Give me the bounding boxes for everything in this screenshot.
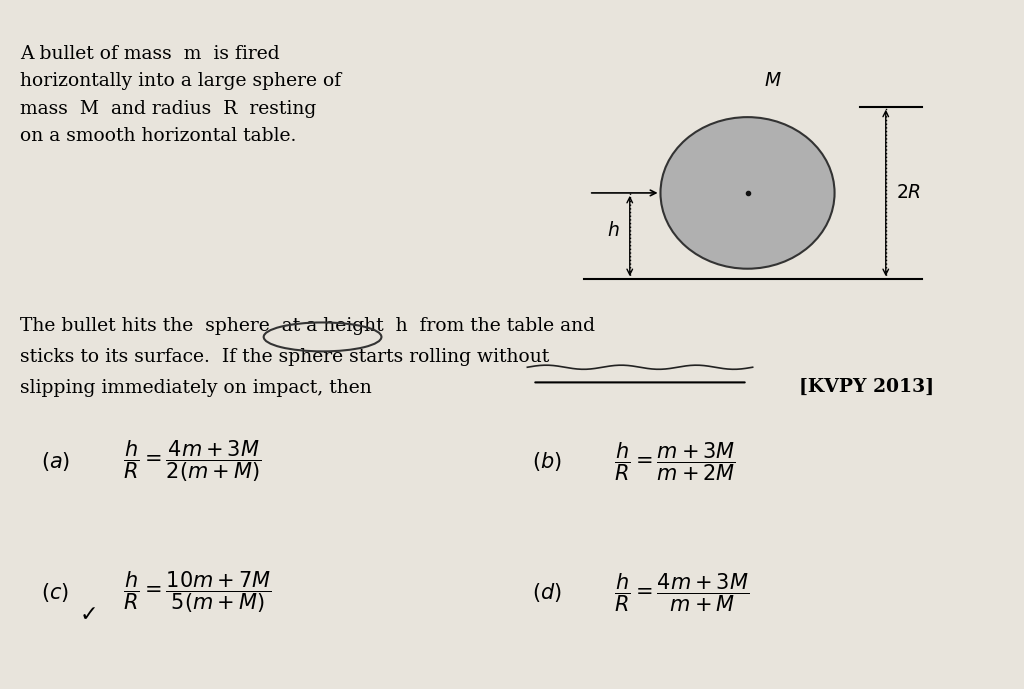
Text: $2R$: $2R$: [896, 184, 922, 202]
Text: sticks to its surface.  If the sphere starts rolling without: sticks to its surface. If the sphere sta…: [20, 348, 550, 366]
Text: horizontally into a large sphere of: horizontally into a large sphere of: [20, 72, 342, 90]
Text: [KVPY 2013]: [KVPY 2013]: [799, 378, 934, 395]
Text: $\dfrac{h}{R} = \dfrac{4m+3M}{2(m+M)}$: $\dfrac{h}{R} = \dfrac{4m+3M}{2(m+M)}$: [123, 439, 261, 484]
Text: $h$: $h$: [607, 221, 620, 240]
Text: $\dfrac{h}{R} = \dfrac{10m+7M}{5(m+M)}$: $\dfrac{h}{R} = \dfrac{10m+7M}{5(m+M)}$: [123, 570, 271, 615]
Text: $M$: $M$: [764, 72, 782, 90]
Text: $\checkmark$: $\checkmark$: [79, 602, 95, 624]
Text: $\dfrac{h}{R} = \dfrac{4m+3M}{m+M}$: $\dfrac{h}{R} = \dfrac{4m+3M}{m+M}$: [614, 571, 750, 614]
Text: on a smooth horizontal table.: on a smooth horizontal table.: [20, 127, 297, 145]
Text: $(b)$: $(b)$: [532, 450, 562, 473]
Text: $(a)$: $(a)$: [41, 450, 71, 473]
Text: slipping immediately on impact, then: slipping immediately on impact, then: [20, 379, 373, 397]
Text: $(d)$: $(d)$: [532, 581, 562, 604]
Text: $(c)$: $(c)$: [41, 581, 69, 604]
Text: $\dfrac{h}{R} = \dfrac{m+3M}{m+2M}$: $\dfrac{h}{R} = \dfrac{m+3M}{m+2M}$: [614, 440, 736, 483]
Text: The bullet hits the  sphere  at a height  h  from the table and: The bullet hits the sphere at a height h…: [20, 317, 596, 335]
Text: A bullet of mass  m  is fired: A bullet of mass m is fired: [20, 45, 281, 63]
Text: mass  M  and radius  R  resting: mass M and radius R resting: [20, 100, 316, 118]
Ellipse shape: [660, 117, 835, 269]
